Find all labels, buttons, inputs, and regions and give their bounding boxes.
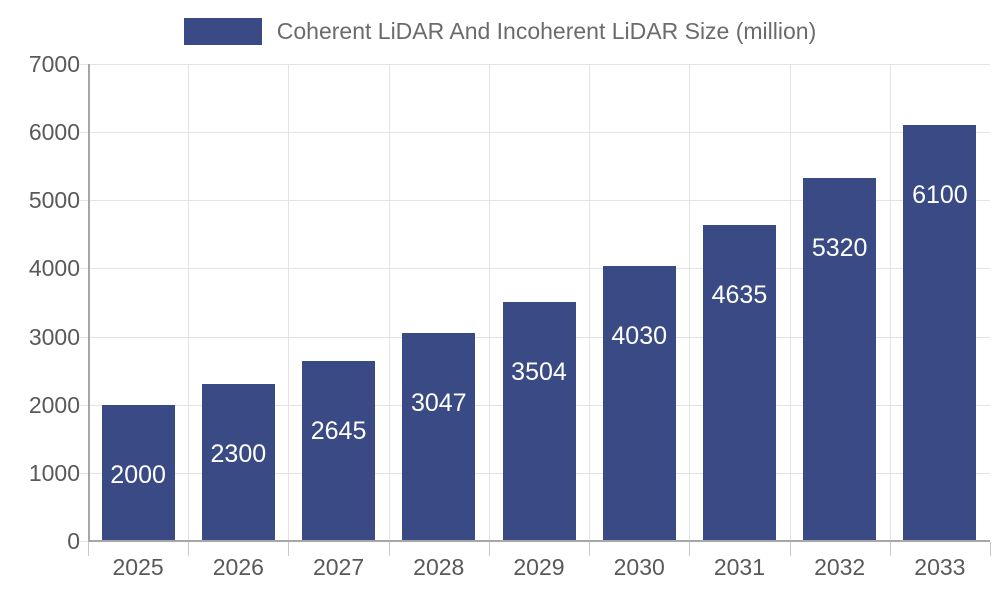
legend-item-coherent-lidar[interactable]: Coherent LiDAR And Incoherent LiDAR Size…: [183, 17, 817, 45]
x-axis-tick-mark: [589, 542, 590, 556]
bar-value-label: 3504: [511, 358, 567, 387]
y-axis-tick-label: 0: [67, 528, 80, 554]
bar-value-label: 2645: [310, 416, 367, 445]
y-axis-tick-label: 4000: [28, 255, 80, 282]
x-axis-tick-label: 2028: [413, 554, 465, 580]
y-axis-tick-mark: [80, 132, 88, 134]
gridline-horizontal: [88, 132, 990, 134]
x-axis-tick-mark: [790, 542, 791, 556]
bar-value-label: 5320: [811, 234, 868, 263]
gridline-vertical: [288, 64, 289, 541]
x-axis-tick-label: 2030: [613, 554, 665, 580]
x-axis-tick-label: 2026: [212, 554, 264, 580]
y-axis-tick-label: 1000: [28, 459, 80, 486]
gridline-vertical: [389, 64, 390, 541]
y-axis-tick-mark: [80, 64, 88, 65]
gridline-vertical: [890, 64, 891, 541]
y-axis-line: [88, 64, 90, 542]
x-axis-tick-mark: [188, 542, 189, 556]
bar[interactable]: [702, 225, 776, 541]
bar-value-label: 4030: [611, 322, 668, 351]
gridline-vertical: [589, 64, 590, 541]
bar[interactable]: [302, 360, 376, 541]
gridline-vertical: [188, 64, 189, 541]
y-axis-tick-label: 7000: [28, 51, 80, 77]
x-axis-tick-mark: [689, 542, 690, 556]
bar-value-label: 4635: [711, 281, 768, 310]
gridline-horizontal: [88, 64, 990, 65]
x-axis-tick-mark: [990, 542, 991, 556]
x-axis-tick-label: 2032: [814, 554, 866, 580]
x-axis-tick-label: 2031: [713, 554, 766, 580]
x-axis-tick-mark: [489, 542, 490, 556]
x-axis-tick-mark: [88, 542, 89, 556]
x-axis-tick-label: 2033: [914, 554, 966, 580]
y-axis-tick-mark: [80, 472, 88, 474]
legend-swatch-icon: [183, 17, 262, 45]
y-axis-tick-label: 2000: [28, 391, 80, 418]
y-axis: 0 1000 2000 3000 4000 5000 6000 7000: [0, 0, 88, 600]
bar[interactable]: [803, 178, 877, 541]
y-axis-tick-mark: [80, 336, 88, 338]
x-axis-tick-mark: [389, 542, 390, 556]
legend-label: Coherent LiDAR And Incoherent LiDAR Size…: [276, 17, 817, 44]
bar-value-label: 3047: [410, 389, 467, 418]
gridline-vertical: [790, 64, 791, 541]
x-axis-tick-mark: [288, 542, 289, 556]
bar[interactable]: [903, 125, 977, 541]
x-axis-tick-mark: [890, 542, 891, 556]
y-axis-tick-mark: [80, 200, 88, 202]
y-axis-tick-label: 5000: [28, 187, 80, 214]
y-axis-tick-mark: [80, 268, 88, 270]
bar[interactable]: [602, 266, 676, 541]
x-axis-line: [88, 540, 990, 542]
chart-legend: Coherent LiDAR And Incoherent LiDAR Size…: [0, 0, 1000, 62]
gridline-vertical: [689, 64, 690, 541]
y-axis-tick-mark: [80, 541, 88, 542]
bar[interactable]: [502, 302, 576, 541]
x-axis-tick-label: 2025: [112, 554, 164, 580]
x-axis-tick-label: 2029: [513, 554, 565, 580]
y-axis-tick-label: 6000: [28, 119, 80, 146]
gridline-vertical: [489, 64, 490, 541]
x-axis-tick-label: 2027: [312, 554, 365, 580]
gridline-horizontal: [88, 200, 990, 202]
y-axis-tick-label: 3000: [28, 323, 80, 350]
bar-value-label: 2300: [210, 440, 267, 469]
bar-value-label: 2000: [110, 460, 166, 489]
y-axis-tick-mark: [80, 404, 88, 406]
gridline-horizontal: [88, 268, 990, 270]
bar[interactable]: [402, 333, 476, 541]
bar[interactable]: [101, 404, 175, 541]
bar-value-label: 6100: [912, 181, 968, 210]
bar[interactable]: [201, 384, 275, 541]
plot-area: 2000 2300 2645 3047 3504 4030 4635 5320 6100: [88, 64, 990, 542]
